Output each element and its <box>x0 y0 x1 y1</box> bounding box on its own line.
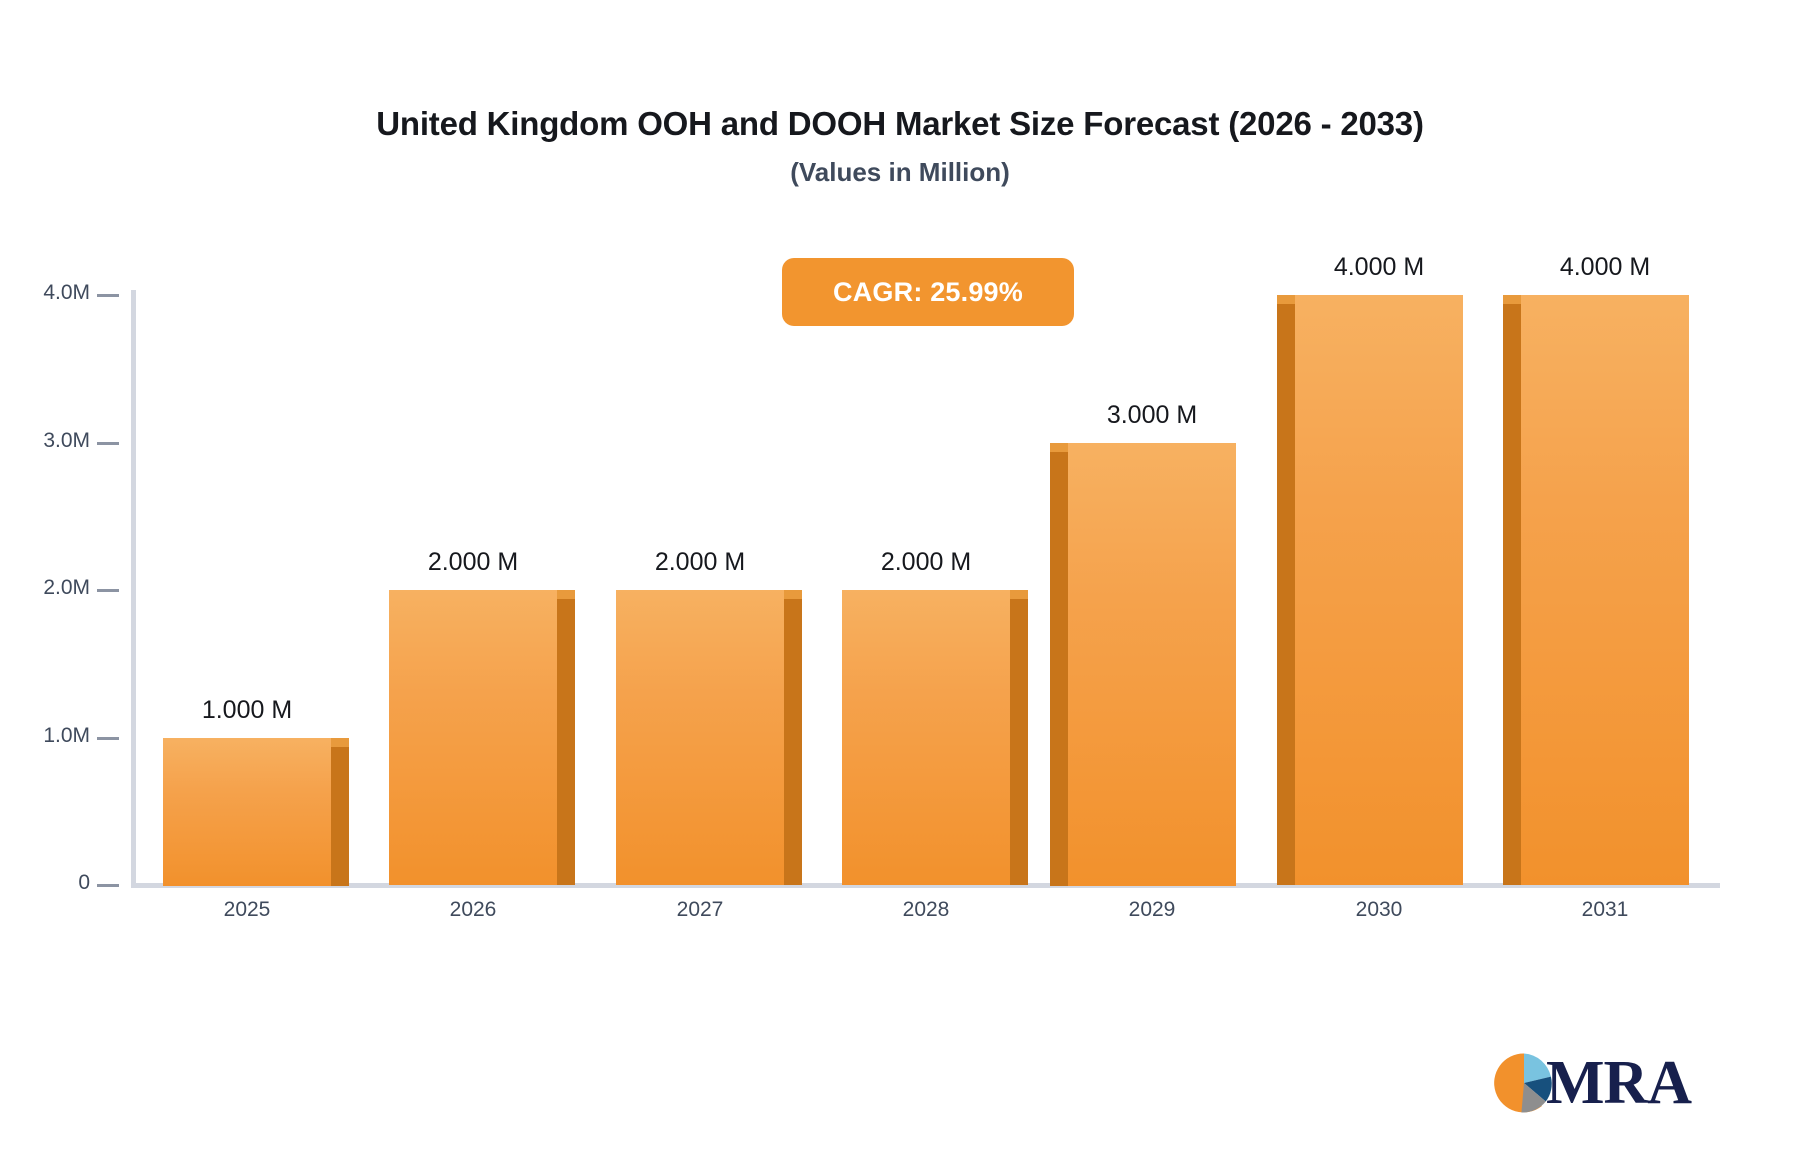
y-axis-label: 2.0M <box>0 576 90 602</box>
x-axis-label: 2025 <box>223 898 271 921</box>
bar-value-label: 4.000 M <box>1333 253 1425 281</box>
bar-side-face <box>557 599 575 885</box>
x-axis-label: 2026 <box>449 898 497 921</box>
bar-top-face <box>331 738 349 747</box>
y-axis-tick <box>97 884 119 887</box>
y-axis-line <box>131 290 136 886</box>
y-axis-label-text: 2.0M <box>43 576 90 599</box>
bar-front-face <box>842 590 1010 885</box>
logo-wordmark: MRA <box>1546 1049 1692 1117</box>
x-axis-label: 2029 <box>1128 898 1176 921</box>
cagr-badge-label: CAGR: 25.99% <box>833 276 1023 307</box>
bar-top-face <box>1010 590 1028 599</box>
bar[interactable] <box>616 590 802 885</box>
y-axis-label: 4.0M <box>0 281 90 307</box>
bar-side-face <box>784 599 802 885</box>
bar-front-face <box>616 590 784 885</box>
bar-front-face <box>389 590 557 885</box>
bar-value-label: 3.000 M <box>1106 401 1198 429</box>
bar-top-face <box>1503 295 1521 304</box>
bar-front-face <box>1068 443 1236 886</box>
bar-side-face <box>1277 304 1295 885</box>
y-axis-label: 1.0M <box>0 724 90 750</box>
x-axis-label: 2028 <box>902 898 950 921</box>
cagr-badge: CAGR: 25.99% <box>782 258 1074 326</box>
x-axis-line <box>131 883 1720 888</box>
page-title: United Kingdom OOH and DOOH Market Size … <box>376 105 1424 142</box>
bar-top-face <box>1050 443 1068 452</box>
x-axis-label: 2030 <box>1355 898 1403 921</box>
y-axis-label-text: 3.0M <box>43 428 90 452</box>
y-axis-label: 3.0M <box>0 429 90 455</box>
title-block: United Kingdom OOH and DOOH Market Size … <box>0 104 1800 188</box>
bar-value-label: 2.000 M <box>654 548 746 576</box>
bar-side-face <box>1503 304 1521 885</box>
bar-value-label: 1.000 M <box>201 696 293 724</box>
y-axis-label-text: 1.0M <box>43 723 90 747</box>
y-axis-label: 0 <box>0 871 90 897</box>
bar-value-label: 2.000 M <box>880 548 972 576</box>
bar-front-face <box>163 738 331 886</box>
y-axis-label-text: 0 <box>78 871 90 894</box>
bar-front-face <box>1295 295 1463 885</box>
bar[interactable] <box>163 738 349 886</box>
bar-side-face <box>1050 452 1068 886</box>
bar-side-face <box>331 747 349 886</box>
bar[interactable] <box>1503 295 1689 885</box>
bar[interactable] <box>1277 295 1463 885</box>
x-axis-label: 2027 <box>676 898 724 921</box>
bar[interactable] <box>842 590 1028 885</box>
pie-chart-logo-mark-icon <box>1494 1053 1552 1113</box>
bar-top-face <box>557 590 575 599</box>
bar-side-face <box>1010 599 1028 885</box>
y-axis-tick <box>97 736 119 740</box>
y-axis-tick <box>97 589 119 592</box>
bar-front-face <box>1521 295 1689 885</box>
bar-top-face <box>1277 295 1295 304</box>
bar[interactable] <box>389 590 575 885</box>
mra-logo: MRA <box>1492 1046 1712 1120</box>
bar-top-face <box>784 590 802 599</box>
bar-value-label: 2.000 M <box>427 548 519 576</box>
y-axis-label-text: 4.0M <box>43 281 90 304</box>
x-axis-label: 2031 <box>1581 898 1629 921</box>
y-axis-tick <box>97 441 119 445</box>
y-axis-tick <box>97 294 119 297</box>
bar[interactable] <box>1050 443 1236 886</box>
bar-value-label: 4.000 M <box>1559 253 1651 281</box>
chart-subtitle: (Values in Million) <box>790 157 1010 187</box>
